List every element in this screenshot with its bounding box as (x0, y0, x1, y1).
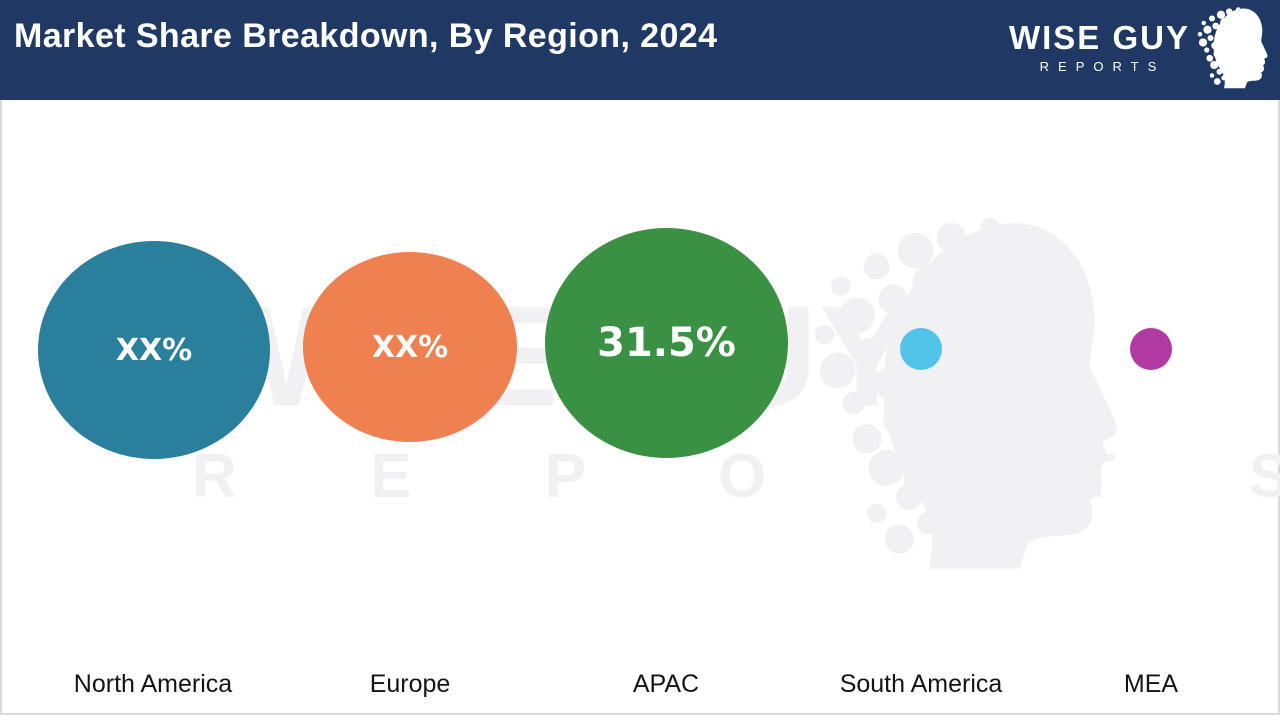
bubble-mea (1130, 328, 1172, 370)
bubble-europe-value: XX% (371, 329, 449, 365)
brand-subname: REPORTS (1039, 59, 1166, 74)
region-label-europe: Europe (369, 670, 451, 698)
region-label-north-america: North America (73, 670, 233, 698)
header-bar: Market Share Breakdown, By Region, 2024 … (0, 0, 1280, 100)
page-title: Market Share Breakdown, By Region, 2024 (14, 16, 718, 55)
brand-name: WISE GUY (1008, 19, 1190, 56)
bubble-europe: XX% (303, 252, 517, 442)
bubble-north-america-value: XX% (115, 332, 193, 368)
region-label-apac: APAC (632, 670, 700, 698)
bubble-south-america (900, 328, 942, 370)
brand-logo-text: WISE GUY REPORTS (1009, 21, 1190, 73)
region-label-mea: MEA (1123, 670, 1179, 698)
dotted-head-icon (1197, 7, 1268, 89)
bubble-north-america: XX% (38, 241, 270, 459)
region-label-south-america: South America (839, 670, 1003, 698)
bubble-apac: 31.5% (545, 228, 788, 458)
bubble-apac-value: 31.5% (597, 320, 736, 366)
brand-logo: WISE GUY REPORTS (1009, 4, 1280, 90)
